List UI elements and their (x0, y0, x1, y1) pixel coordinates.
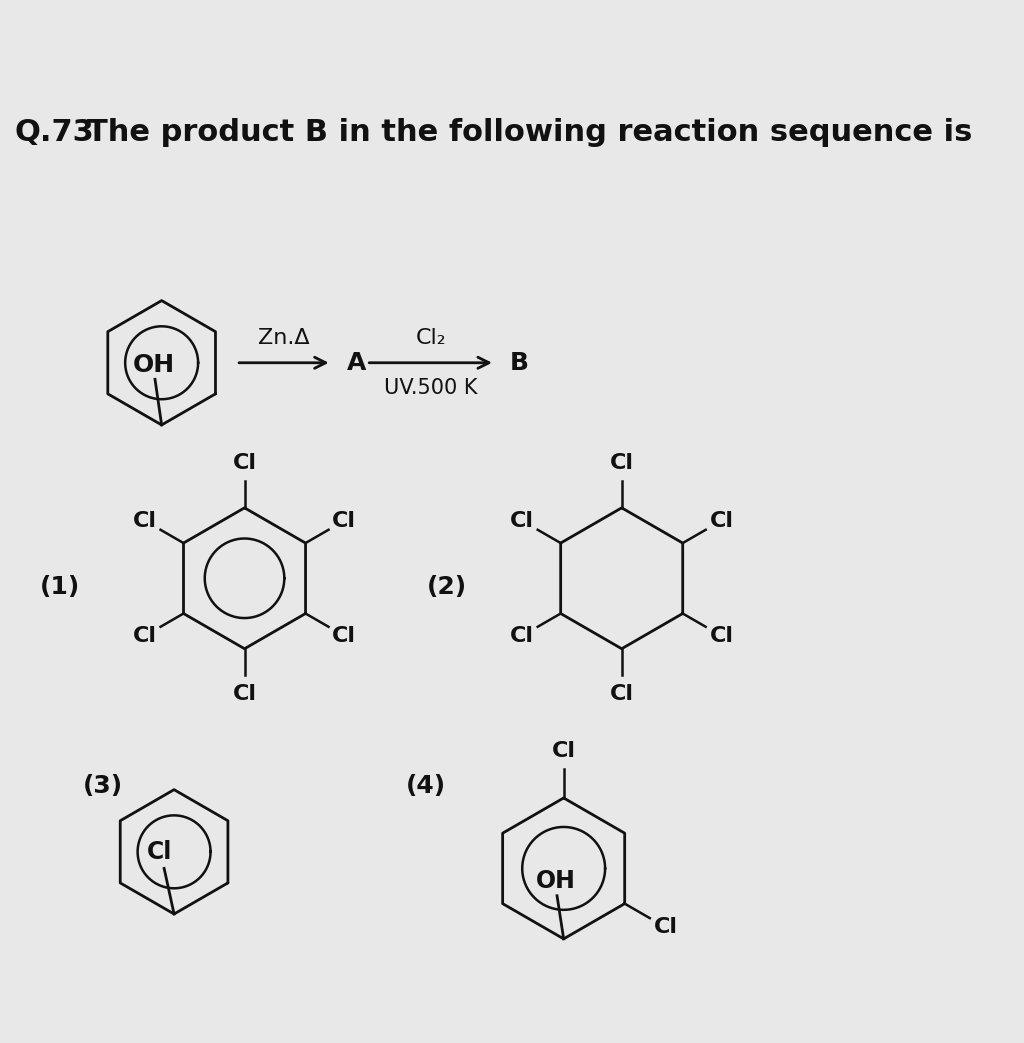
Text: The product B in the following reaction sequence is: The product B in the following reaction … (87, 118, 973, 147)
Text: (2): (2) (427, 575, 467, 599)
Text: Cl: Cl (147, 840, 173, 864)
Text: Cl₂: Cl₂ (416, 328, 445, 348)
Text: Q.73: Q.73 (15, 118, 94, 147)
Text: Cl: Cl (232, 453, 257, 474)
Text: (3): (3) (83, 774, 123, 798)
Text: B: B (510, 350, 528, 374)
Text: Cl: Cl (333, 626, 356, 646)
Text: (4): (4) (407, 774, 446, 798)
Text: Cl: Cl (232, 683, 257, 703)
Text: OH: OH (132, 354, 174, 378)
Text: Cl: Cl (510, 511, 534, 531)
Text: Cl: Cl (609, 683, 634, 703)
Text: Zn.Δ: Zn.Δ (258, 328, 309, 348)
Text: Cl: Cl (510, 626, 534, 646)
Text: Cl: Cl (552, 741, 575, 760)
Text: OH: OH (536, 869, 575, 893)
Text: Cl: Cl (710, 626, 733, 646)
Text: Cl: Cl (133, 511, 157, 531)
Text: A: A (346, 350, 366, 374)
Text: Cl: Cl (609, 453, 634, 474)
Text: Cl: Cl (710, 511, 733, 531)
Text: Cl: Cl (133, 626, 157, 646)
Text: UV.500 K: UV.500 K (384, 378, 477, 397)
Text: Cl: Cl (653, 917, 678, 938)
Text: (1): (1) (40, 575, 80, 599)
Text: Cl: Cl (333, 511, 356, 531)
